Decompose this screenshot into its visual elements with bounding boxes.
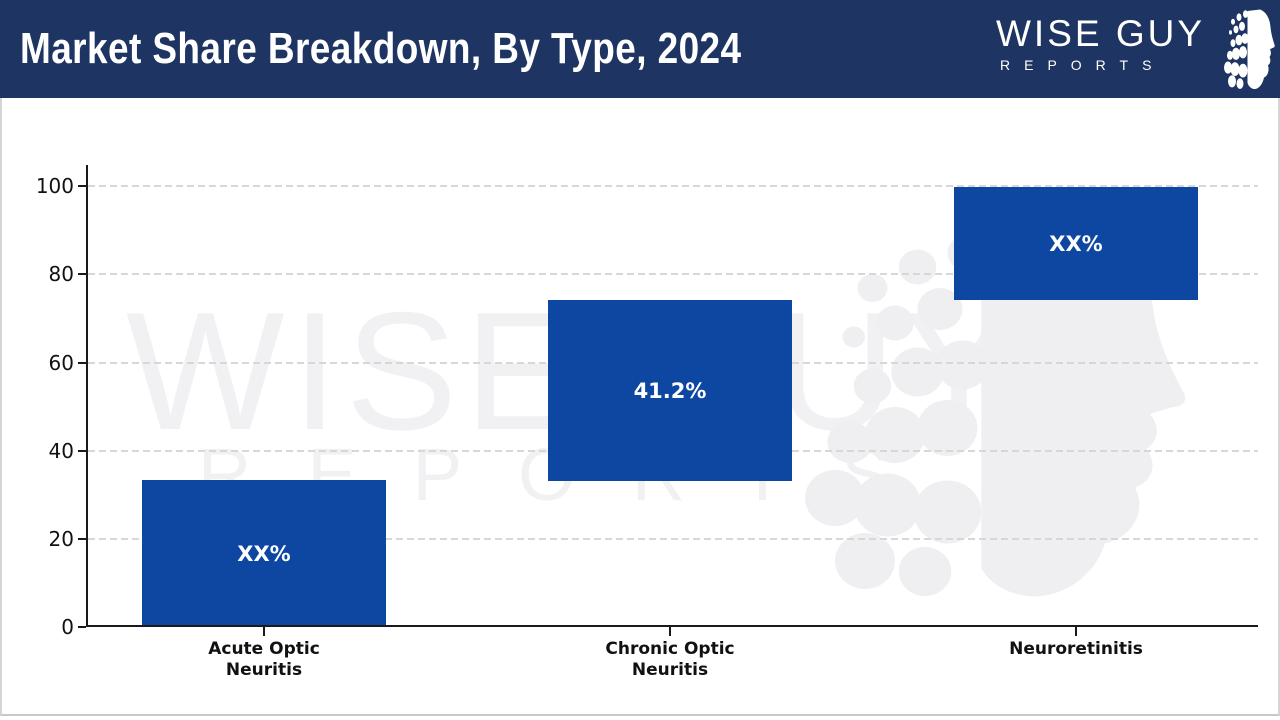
y-tick — [78, 450, 86, 452]
chart-title: Market Share Breakdown, By Type, 2024 — [20, 24, 742, 73]
logo-subtext: REPORTS — [1000, 56, 1166, 73]
x-label-acute-optic-neuritis: Acute Optic Neuritis — [114, 639, 414, 681]
y-tick-label: 20 — [48, 527, 74, 551]
x-tick — [669, 627, 671, 636]
gridline-80 — [88, 273, 1258, 275]
bar-acute-optic-neuritis: XX% — [142, 480, 386, 627]
gridline-100 — [88, 185, 1258, 187]
y-tick — [78, 185, 86, 187]
y-tick — [78, 626, 86, 628]
x-label-line: Neuritis — [631, 660, 709, 680]
y-axis-line — [86, 165, 88, 627]
bar-value-label: XX% — [237, 541, 291, 566]
bar-value-label: XX% — [1049, 231, 1103, 256]
logo-face-icon — [1224, 9, 1275, 90]
x-label-line: Acute Optic — [208, 639, 320, 659]
wise-guy-logo: WISE GUY REPORTS — [996, 13, 1216, 73]
x-label-line: Chronic Optic — [605, 639, 735, 659]
y-tick-label: 0 — [61, 615, 74, 639]
y-tick — [78, 273, 86, 275]
y-tick — [78, 538, 86, 540]
y-tick — [78, 362, 86, 364]
x-label-neuroretinitis: Neuroretinitis — [926, 639, 1226, 660]
y-tick-label: 60 — [48, 351, 74, 375]
watermark-face-icon — [805, 232, 1186, 597]
x-tick — [1075, 627, 1077, 636]
bar-value-label: 41.2% — [633, 378, 707, 403]
bar-chronic-optic-neuritis: 41.2% — [548, 300, 792, 481]
gridline-20 — [88, 538, 1258, 540]
y-tick-label: 80 — [48, 262, 74, 286]
y-tick-label: 40 — [48, 439, 74, 463]
x-label-line: Neuroretinitis — [1009, 639, 1143, 659]
x-tick — [263, 627, 265, 636]
x-label-line: Neuritis — [225, 660, 303, 680]
bar-neuroretinitis: XX% — [954, 187, 1198, 300]
x-label-chronic-optic-neuritis: Chronic Optic Neuritis — [520, 639, 820, 681]
logo-wordmark: WISE GUY — [996, 13, 1206, 54]
header-band: Market Share Breakdown, By Type, 2024 WI… — [0, 0, 1280, 98]
x-axis-line — [86, 625, 1258, 627]
y-tick-label: 100 — [35, 174, 74, 198]
